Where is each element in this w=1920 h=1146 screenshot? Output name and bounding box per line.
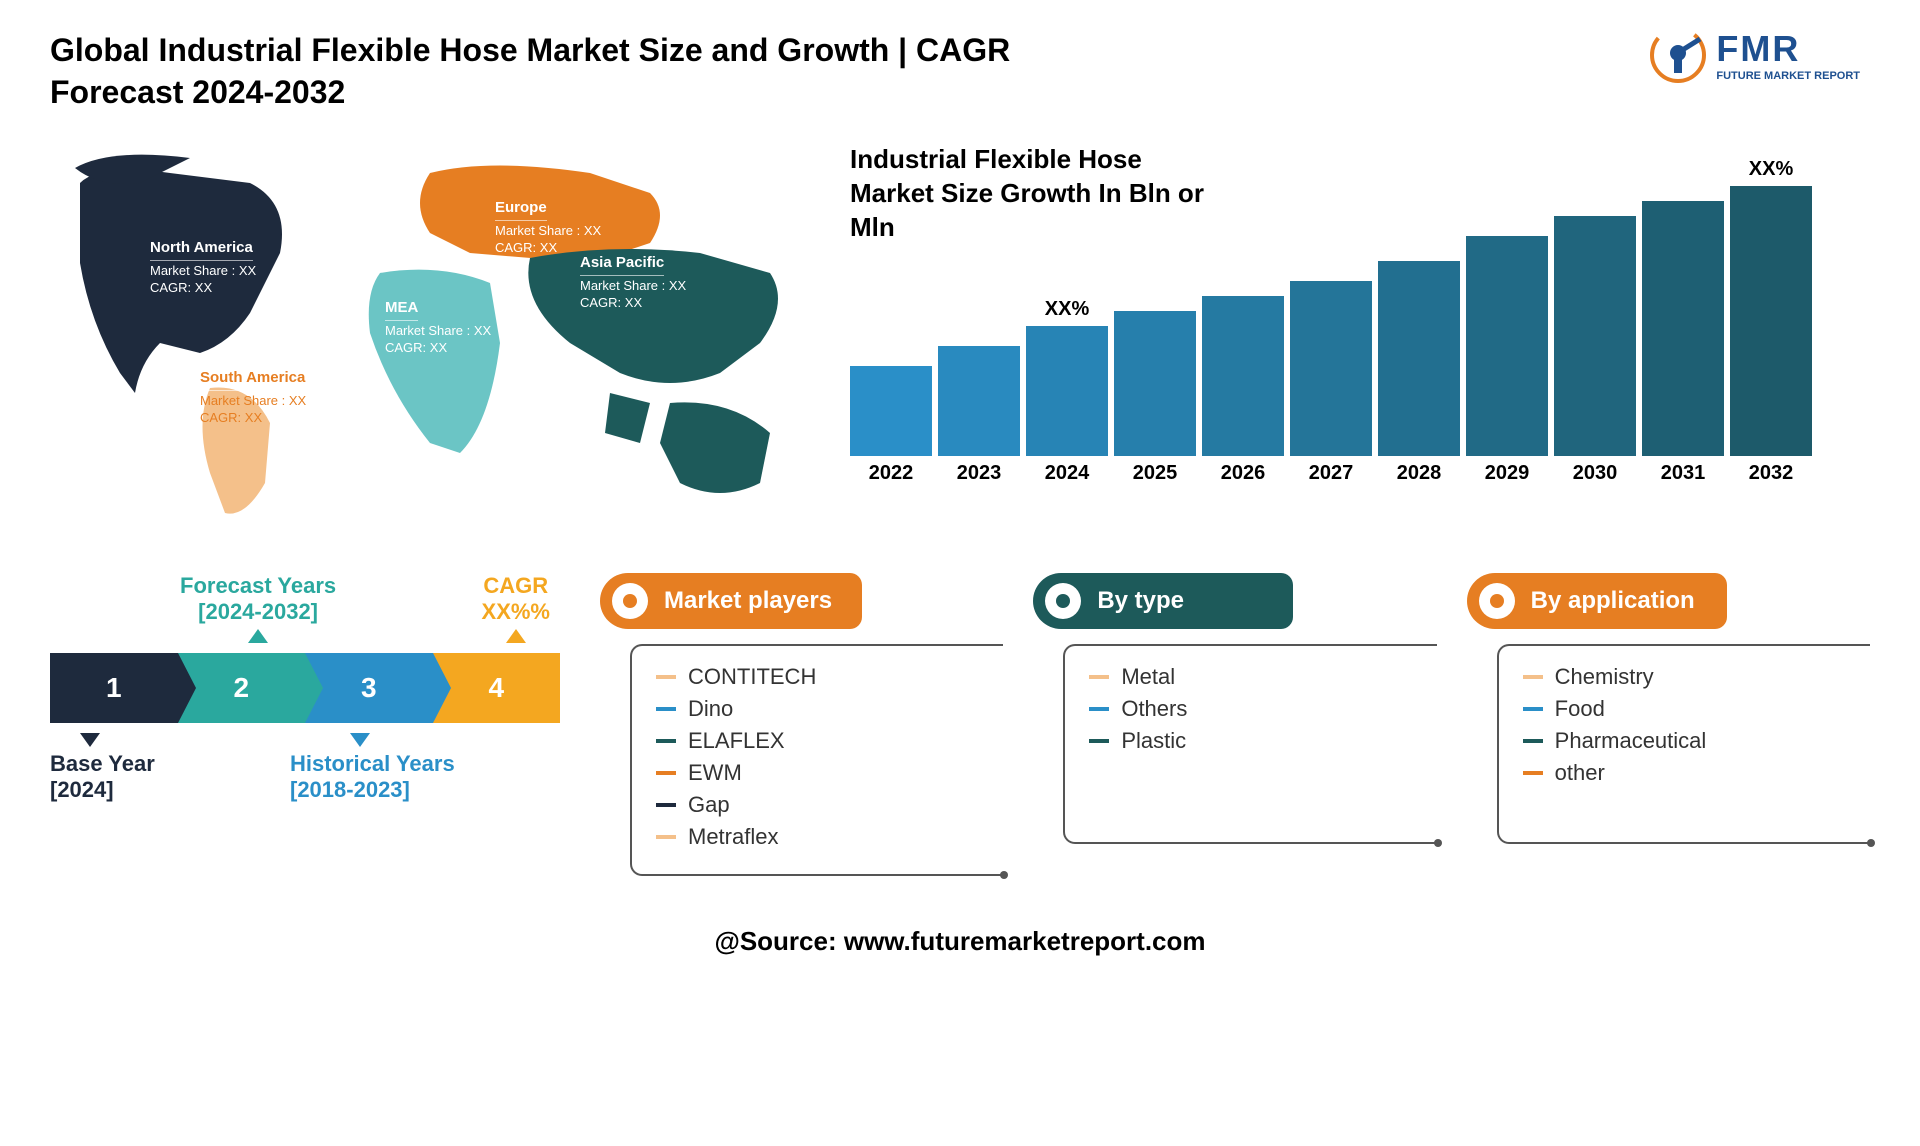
category-column: By application Chemistry Food Pharmaceutica… [1467,573,1870,876]
category-header: By application [1467,573,1727,629]
category-column: By type Metal Others Plastic [1033,573,1436,876]
bar-wrap: 2023 [938,346,1020,485]
bar-wrap: 2022 [850,366,932,485]
world-map: North AmericaMarket Share : XXCAGR: XX So… [50,143,810,523]
bar-chart: Industrial Flexible Hose Market Size Gro… [850,143,1870,523]
bar [1554,216,1636,456]
bar [850,366,932,456]
bar-wrap: 2031 [1642,201,1724,485]
bar-wrap: 2025 [1114,311,1196,485]
bar [1114,311,1196,456]
bar-wrap: 2027 [1290,281,1372,485]
list-item: Metraflex [656,824,1003,850]
bar-year-label: 2031 [1661,462,1706,485]
timeline-seg-4: 4 [433,653,561,723]
timeline-bar: 1 2 3 4 [50,653,560,723]
list-item: Metal [1089,664,1436,690]
list-item: Chemistry [1523,664,1870,690]
bar [1290,281,1372,456]
list-item: Plastic [1089,728,1436,754]
cagr-value: XX%% [482,599,550,625]
list-item: Others [1089,696,1436,722]
forecast-label: Forecast Years [180,573,336,599]
forecast-value: [2024-2032] [180,599,336,625]
region-label: North AmericaMarket Share : XXCAGR: XX [150,238,256,296]
bar-wrap: XX%2032 [1730,186,1812,485]
bar-year-label: 2023 [957,462,1002,485]
bar-year-label: 2026 [1221,462,1266,485]
historical-label: Historical Years [290,751,455,777]
bar [1202,296,1284,456]
category-list: Metal Others Plastic [1063,644,1436,844]
page-title: Global Industrial Flexible Hose Market S… [50,30,1150,113]
timeline-seg-1: 1 [50,653,178,723]
list-item: Dino [656,696,1003,722]
category-header: Market players [600,573,862,629]
timeline: Forecast Years [2024-2032] CAGR XX%% 1 2… [50,573,560,723]
timeline-seg-2: 2 [178,653,306,723]
category-header: By type [1033,573,1293,629]
bar-wrap: 2026 [1202,296,1284,485]
category-list: Chemistry Food Pharmaceutical other [1497,644,1870,844]
list-item: Gap [656,792,1003,818]
bar-year-label: 2030 [1573,462,1618,485]
bar-wrap: XX%2024 [1026,326,1108,485]
bar [1730,186,1812,456]
bar-year-label: 2029 [1485,462,1530,485]
region-label: Asia PacificMarket Share : XXCAGR: XX [580,253,686,311]
bar-year-label: 2025 [1133,462,1178,485]
bar-wrap: 2028 [1378,261,1460,485]
region-label: South AmericaMarket Share : XXCAGR: XX [200,368,306,426]
bar [1642,201,1724,456]
base-value: [2024] [50,777,155,803]
bar-year-label: 2032 [1749,462,1794,485]
list-item: Pharmaceutical [1523,728,1870,754]
category-column: Market players CONTITECH Dino ELAFLEX EWM Gap… [600,573,1003,876]
category-list: CONTITECH Dino ELAFLEX EWM Gap Metraflex [630,644,1003,876]
logo-icon [1648,25,1708,85]
source-attribution: @Source: www.futuremarketreport.com [50,926,1870,957]
logo-text: FMR [1716,28,1860,70]
logo-subtitle: FUTURE MARKET REPORT [1716,70,1860,82]
list-item: other [1523,760,1870,786]
timeline-seg-3: 3 [305,653,433,723]
list-item: EWM [656,760,1003,786]
bar [938,346,1020,456]
logo: FMR FUTURE MARKET REPORT [1648,25,1860,85]
bar-year-label: 2022 [869,462,914,485]
list-item: Food [1523,696,1870,722]
region-label: EuropeMarket Share : XXCAGR: XX [495,198,601,256]
bar-year-label: 2027 [1309,462,1354,485]
base-label: Base Year [50,751,155,777]
bar [1466,236,1548,456]
region-label: MEAMarket Share : XXCAGR: XX [385,298,491,356]
bar [1026,326,1108,456]
historical-value: [2018-2023] [290,777,455,803]
list-item: ELAFLEX [656,728,1003,754]
bar-wrap: 2029 [1466,236,1548,485]
bar [1378,261,1460,456]
list-item: CONTITECH [656,664,1003,690]
bar-wrap: 2030 [1554,216,1636,485]
bar-year-label: 2028 [1397,462,1442,485]
bar-year-label: 2024 [1045,462,1090,485]
cagr-label: CAGR [482,573,550,599]
